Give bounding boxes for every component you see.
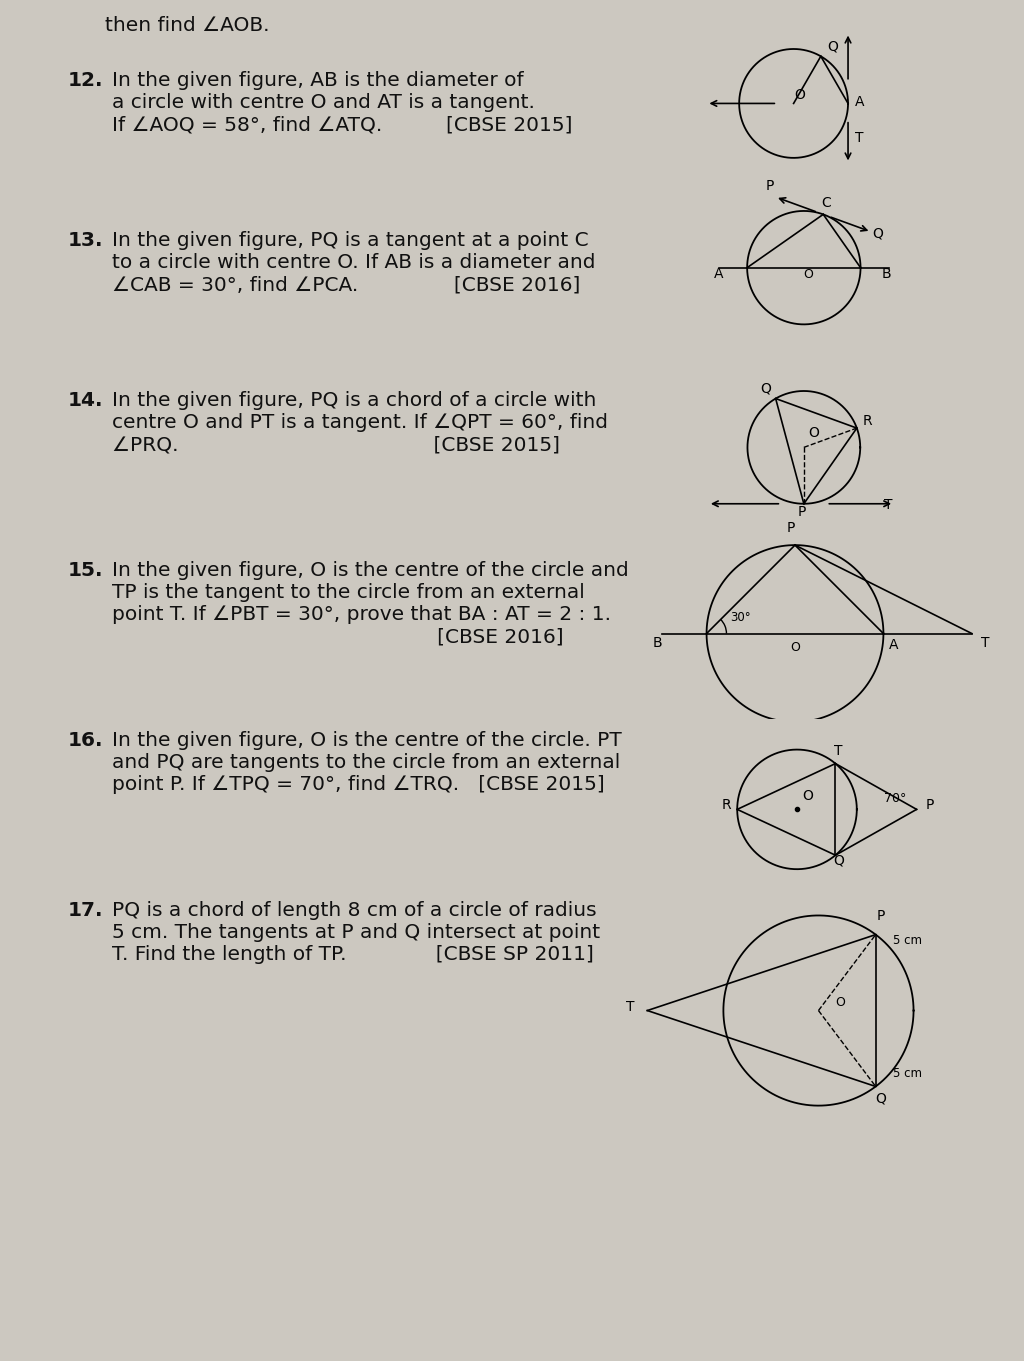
Text: P: P [798,505,806,519]
Text: 5 cm: 5 cm [893,1067,922,1081]
Text: ∠CAB = 30°, find ∠PCA.               [CBSE 2016]: ∠CAB = 30°, find ∠PCA. [CBSE 2016] [112,275,581,294]
Text: 12.: 12. [68,71,103,90]
Text: 15.: 15. [68,561,103,580]
Text: T. Find the length of TP.              [CBSE SP 2011]: T. Find the length of TP. [CBSE SP 2011] [112,945,594,964]
Text: 70°: 70° [885,792,907,806]
Text: In the given figure, O is the centre of the circle and: In the given figure, O is the centre of … [112,561,629,580]
Text: 16.: 16. [68,731,103,750]
Text: A: A [855,95,864,109]
Text: O: O [804,268,813,280]
Text: If ∠AOQ = 58°, find ∠ATQ.          [CBSE 2015]: If ∠AOQ = 58°, find ∠ATQ. [CBSE 2015] [112,114,572,133]
Text: a circle with centre O and AT is a tangent.: a circle with centre O and AT is a tange… [112,93,535,112]
Text: point T. If ∠PBT = 30°, prove that BA : AT = 2 : 1.: point T. If ∠PBT = 30°, prove that BA : … [112,606,611,623]
Text: O: O [809,426,819,440]
Text: 30°: 30° [730,611,751,625]
Text: ∠PRQ.                                        [CBSE 2015]: ∠PRQ. [CBSE 2015] [112,436,560,455]
Text: O: O [803,789,813,803]
Text: then find ∠AOB.: then find ∠AOB. [105,16,269,35]
Text: PQ is a chord of length 8 cm of a circle of radius: PQ is a chord of length 8 cm of a circle… [112,901,597,920]
Text: In the given figure, O is the centre of the circle. PT: In the given figure, O is the centre of … [112,731,622,750]
Text: O: O [795,88,806,102]
Text: 5 cm: 5 cm [893,934,922,947]
Text: A: A [889,638,899,652]
Text: R: R [862,414,871,429]
Text: point P. If ∠TPQ = 70°, find ∠TRQ.   [CBSE 2015]: point P. If ∠TPQ = 70°, find ∠TRQ. [CBSE… [112,774,605,793]
Text: P: P [786,521,795,535]
Text: B: B [653,636,663,649]
Text: to a circle with centre O. If AB is a diameter and: to a circle with centre O. If AB is a di… [112,253,596,272]
Text: Q: Q [833,853,844,868]
Text: C: C [821,196,830,210]
Text: T: T [855,131,863,144]
Text: In the given figure, AB is the diameter of: In the given figure, AB is the diameter … [112,71,523,90]
Text: In the given figure, PQ is a chord of a circle with: In the given figure, PQ is a chord of a … [112,391,596,410]
Text: T: T [626,999,635,1014]
Text: [CBSE 2016]: [CBSE 2016] [112,627,563,646]
Text: Q: Q [827,39,839,54]
Text: 5 cm. The tangents at P and Q intersect at point: 5 cm. The tangents at P and Q intersect … [112,923,600,942]
Text: P: P [765,180,774,193]
Text: 14.: 14. [68,391,103,410]
Text: TP is the tangent to the circle from an external: TP is the tangent to the circle from an … [112,583,585,602]
Text: P: P [926,799,934,813]
Text: T: T [835,744,843,758]
Text: T: T [981,636,989,649]
Text: A: A [714,267,724,280]
Text: 13.: 13. [68,231,103,250]
Text: and PQ are tangents to the circle from an external: and PQ are tangents to the circle from a… [112,753,621,772]
Text: B: B [882,267,891,280]
Text: R: R [722,799,731,813]
Text: P: P [877,909,885,923]
Text: 17.: 17. [68,901,103,920]
Text: Q: Q [760,382,771,396]
Text: Q: Q [876,1092,886,1105]
Text: centre O and PT is a tangent. If ∠QPT = 60°, find: centre O and PT is a tangent. If ∠QPT = … [112,412,608,431]
Text: O: O [791,641,800,655]
Text: T: T [884,498,893,512]
Text: In the given figure, PQ is a tangent at a point C: In the given figure, PQ is a tangent at … [112,231,589,250]
Text: Q: Q [872,226,884,241]
Text: O: O [836,996,846,1009]
